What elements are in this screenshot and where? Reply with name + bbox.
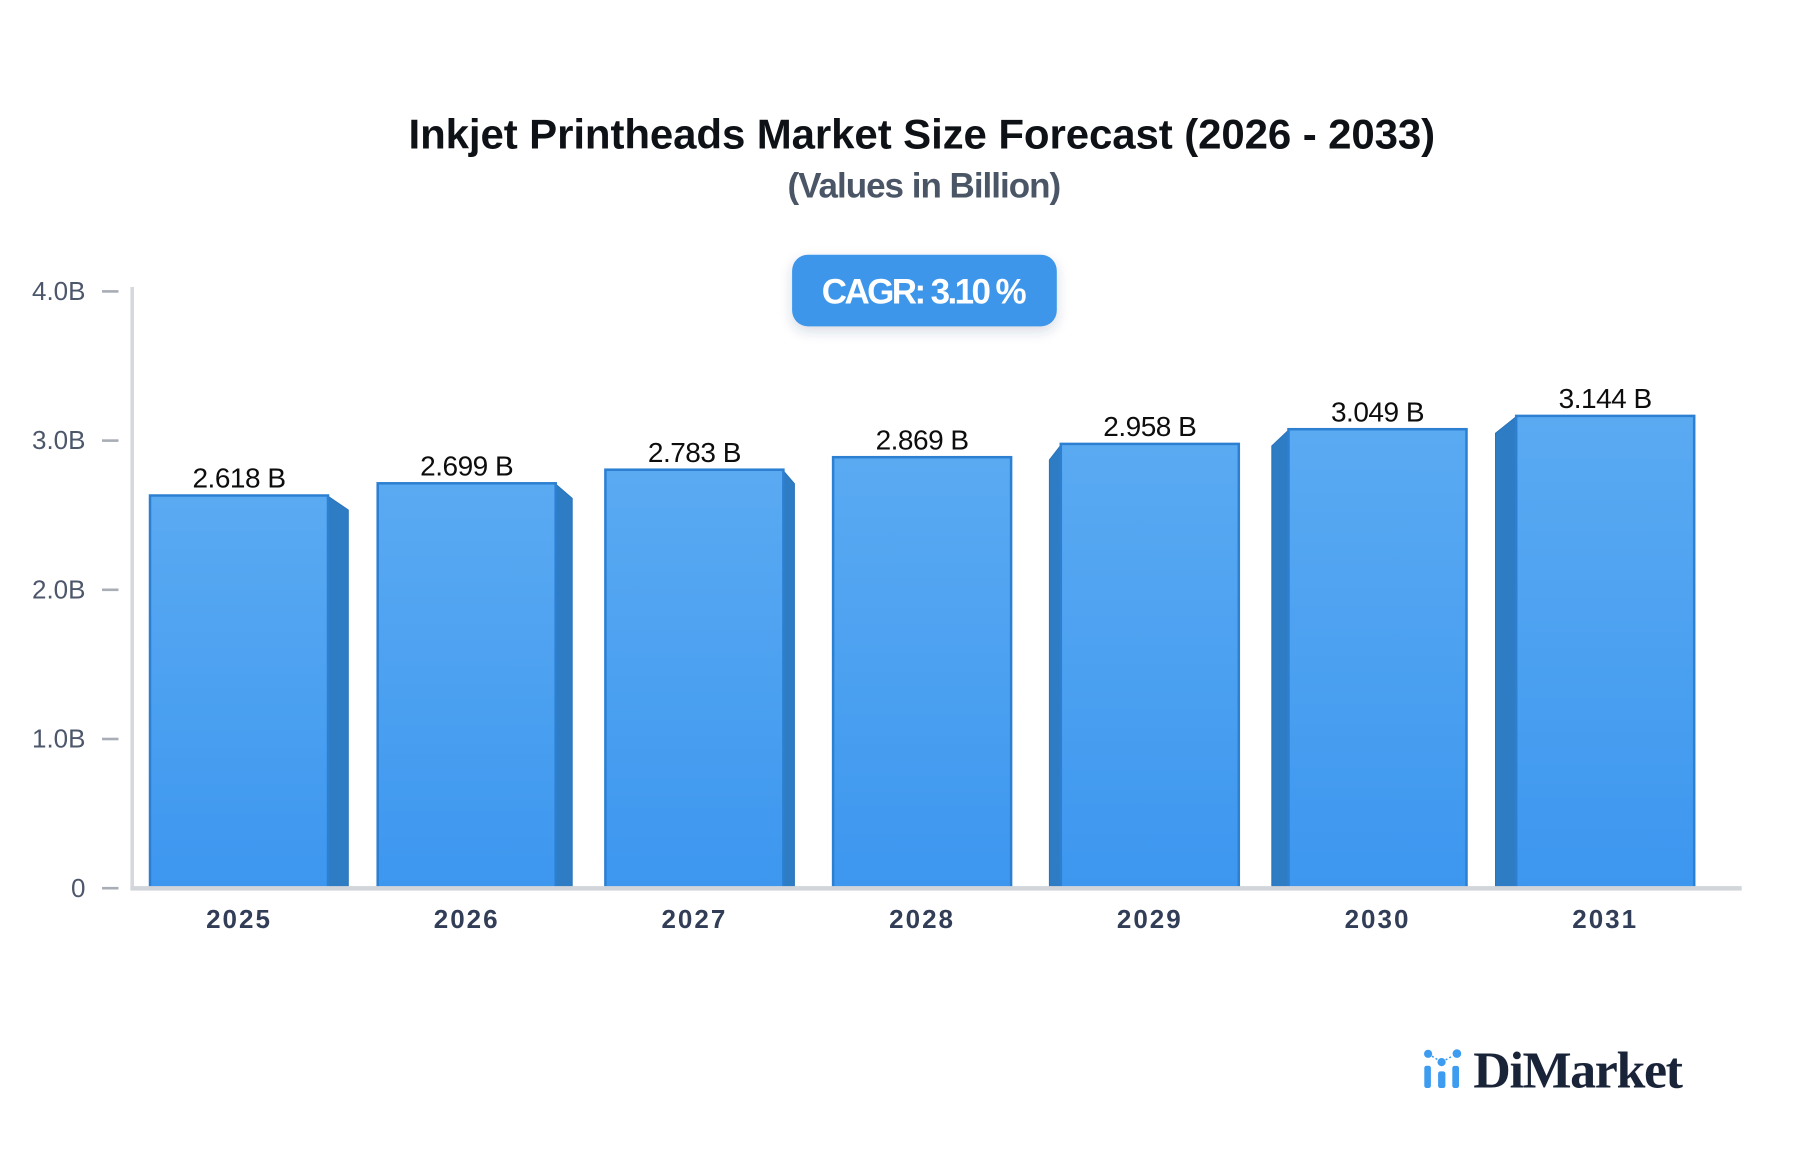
svg-text:2027: 2027 — [661, 904, 727, 934]
svg-text:2025: 2025 — [206, 904, 272, 934]
svg-text:Inkjet Printheads Market Size: Inkjet Printheads Market Size Forecast (… — [409, 110, 1436, 157]
svg-text:2029: 2029 — [1117, 904, 1183, 934]
svg-text:DiMarket: DiMarket — [1473, 1043, 1683, 1100]
svg-text:2026: 2026 — [434, 904, 500, 934]
svg-text:2.783 B: 2.783 B — [648, 437, 741, 468]
svg-text:4.0B: 4.0B — [32, 276, 86, 306]
svg-text:3.049 B: 3.049 B — [1331, 396, 1424, 427]
svg-text:2.958 B: 2.958 B — [1103, 411, 1196, 442]
svg-text:1.0B: 1.0B — [32, 724, 86, 754]
svg-text:3.0B: 3.0B — [32, 425, 86, 455]
svg-text:2.699 B: 2.699 B — [420, 451, 513, 482]
svg-text:2.869 B: 2.869 B — [876, 424, 969, 455]
svg-text:2028: 2028 — [889, 904, 955, 934]
svg-text:0: 0 — [71, 873, 85, 903]
svg-text:2.618 B: 2.618 B — [192, 463, 285, 494]
svg-text:(Values in Billion): (Values in Billion) — [787, 167, 1060, 206]
svg-text:2.0B: 2.0B — [32, 574, 86, 604]
svg-text:3.144 B: 3.144 B — [1559, 383, 1652, 414]
svg-text:CAGR: 3.10 %: CAGR: 3.10 % — [822, 273, 1027, 312]
svg-text:2031: 2031 — [1572, 904, 1638, 934]
svg-text:2030: 2030 — [1345, 904, 1411, 934]
